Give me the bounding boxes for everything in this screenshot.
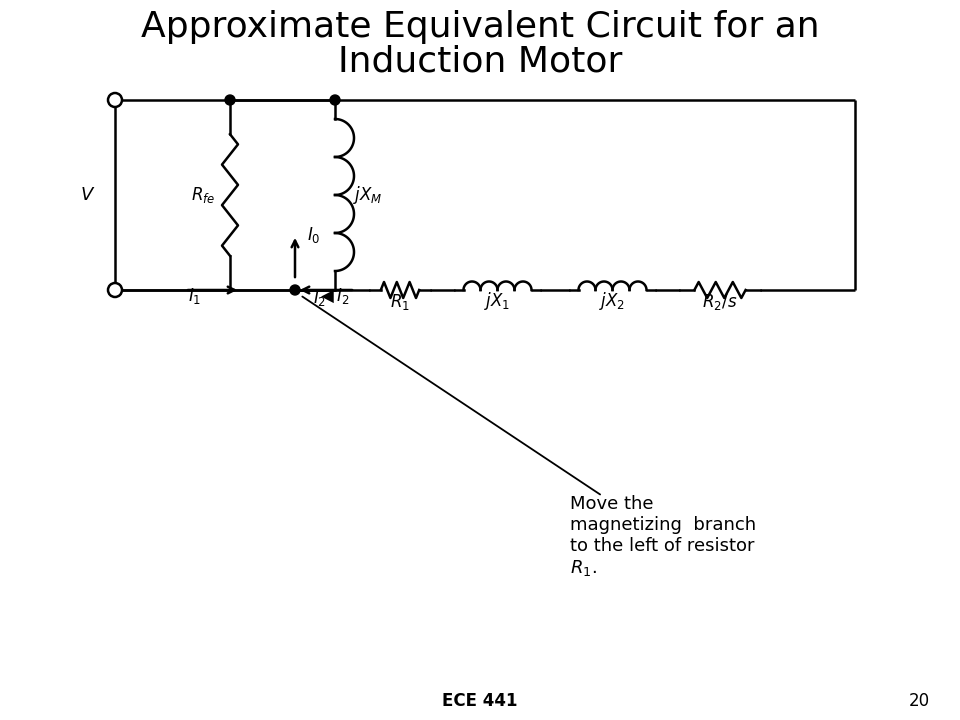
Text: 20: 20 xyxy=(909,692,930,710)
Text: $jX_1$: $jX_1$ xyxy=(485,290,511,312)
Circle shape xyxy=(225,95,235,105)
Circle shape xyxy=(108,93,122,107)
Text: $I_1$: $I_1$ xyxy=(188,286,202,306)
Circle shape xyxy=(108,283,122,297)
Text: Induction Motor: Induction Motor xyxy=(338,45,622,79)
Text: $jX_2$: $jX_2$ xyxy=(599,290,626,312)
Text: $R_1$: $R_1$ xyxy=(390,292,410,312)
Text: Approximate Equivalent Circuit for an: Approximate Equivalent Circuit for an xyxy=(141,10,819,44)
Circle shape xyxy=(330,95,340,105)
Text: $V$: $V$ xyxy=(80,186,95,204)
Circle shape xyxy=(290,285,300,295)
Text: ECE 441: ECE 441 xyxy=(443,692,517,710)
Text: $I_2$: $I_2$ xyxy=(313,288,326,308)
Text: $jX_M$: $jX_M$ xyxy=(353,184,383,206)
Text: $R_{fe}$: $R_{fe}$ xyxy=(191,185,215,205)
Text: Move the
magnetizing  branch
to the left of resistor
$R_1$.: Move the magnetizing branch to the left … xyxy=(302,297,756,577)
Text: $I_0$: $I_0$ xyxy=(307,225,321,245)
Text: $R_2/s$: $R_2/s$ xyxy=(703,292,737,312)
Text: $\blacktriangleleft I_2$: $\blacktriangleleft I_2$ xyxy=(317,286,349,306)
